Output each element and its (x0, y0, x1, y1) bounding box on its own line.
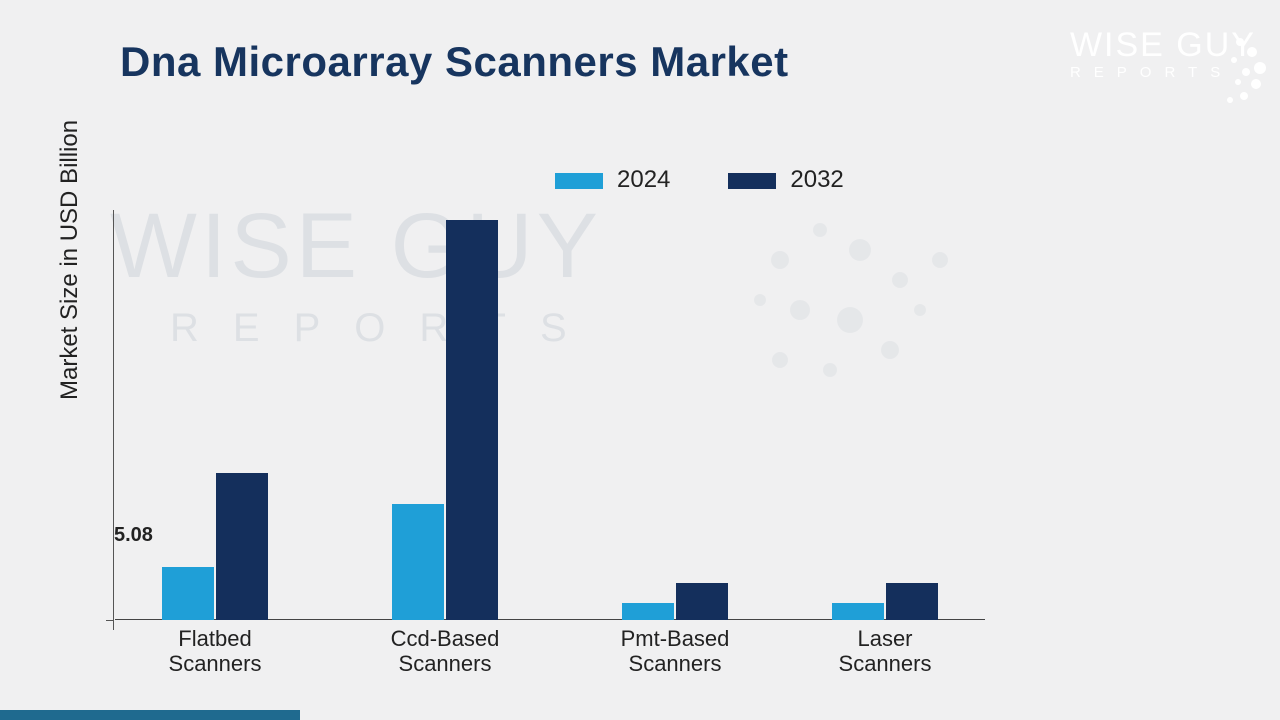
bar-2032 (886, 583, 938, 620)
bar-2024 (162, 567, 214, 620)
category-label: FlatbedScanners (115, 626, 315, 677)
axis-tick (106, 620, 114, 621)
category-label: Ccd-BasedScanners (345, 626, 545, 677)
stage: WISE GUY REPORTS Dna Microarray Scanners… (0, 0, 1280, 720)
category-label: LaserScanners (785, 626, 985, 677)
bar-2024 (832, 603, 884, 620)
category-label: Pmt-BasedScanners (575, 626, 775, 677)
y-axis-line (113, 210, 114, 630)
value-label: 5.08 (114, 524, 153, 547)
bar-2032 (446, 220, 498, 620)
legend-item-2032: 2032 (728, 166, 843, 194)
legend: 2024 2032 (555, 166, 844, 194)
bottom-accent (0, 710, 300, 720)
bar-2032 (676, 583, 728, 620)
bar-2032 (216, 473, 268, 620)
chart-title: Dna Microarray Scanners Market (120, 38, 789, 86)
bar-2024 (392, 504, 444, 620)
y-axis-label: Market Size in USD Billion (56, 120, 84, 400)
plot-area: 5.08 (115, 220, 985, 620)
legend-label-2032: 2032 (790, 166, 843, 193)
legend-swatch-2024 (555, 173, 603, 189)
legend-label-2024: 2024 (617, 166, 670, 193)
brand-dots-icon (1190, 30, 1270, 110)
legend-item-2024: 2024 (555, 166, 670, 194)
bar-2024 (622, 603, 674, 620)
legend-swatch-2032 (728, 173, 776, 189)
